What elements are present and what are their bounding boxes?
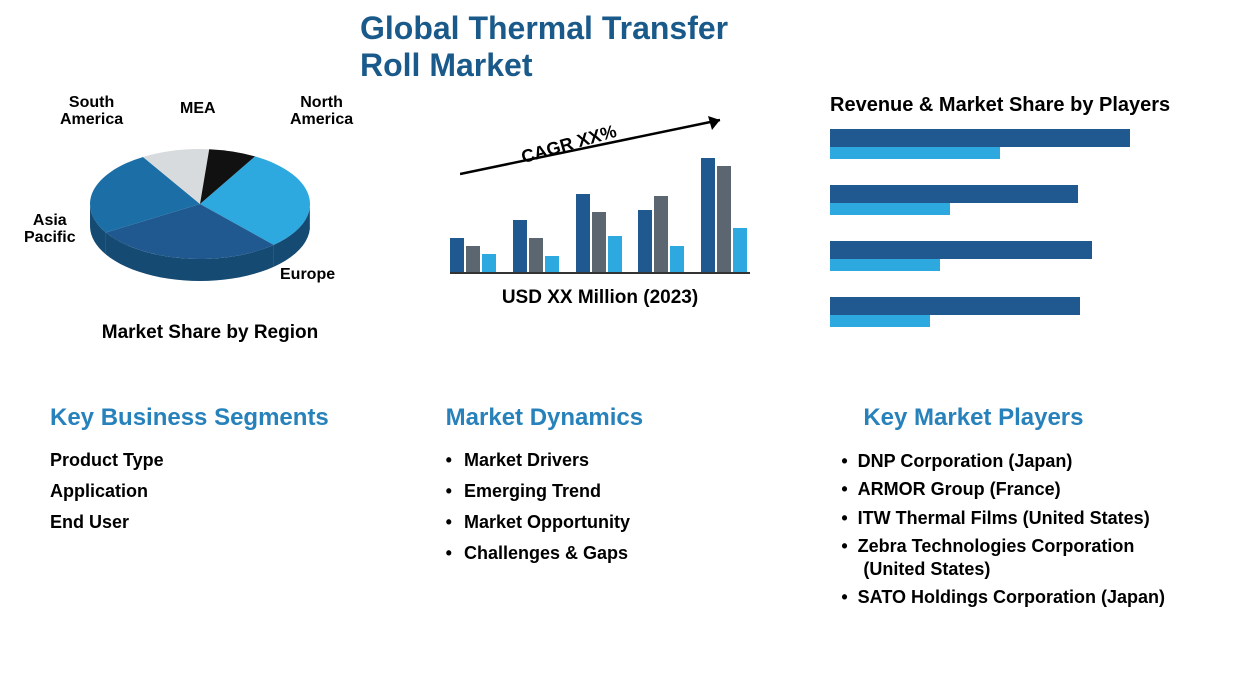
player-bar-bottom — [830, 147, 1000, 159]
bar-group — [450, 238, 499, 272]
segment-item: End User — [50, 512, 396, 533]
bar — [592, 212, 606, 272]
pie-slice-label: NorthAmerica — [290, 94, 353, 129]
title-line2: Roll Market — [360, 47, 532, 83]
bar-group — [638, 196, 687, 272]
bar — [545, 256, 559, 272]
player-bar-bottom — [830, 259, 940, 271]
segment-item: Application — [50, 481, 396, 502]
segment-item: Product Type — [50, 450, 396, 471]
pie-slice-label: MEA — [180, 100, 216, 118]
player-bar-top — [830, 241, 1092, 259]
player-bar-row — [830, 185, 1210, 219]
dynamics-item: Challenges & Gaps — [446, 543, 792, 564]
bar — [654, 196, 668, 272]
bar — [733, 228, 747, 272]
dynamics-item: Market Drivers — [446, 450, 792, 471]
dynamics-item: Market Opportunity — [446, 512, 792, 533]
players-chart-title: Revenue & Market Share by Players — [830, 94, 1210, 117]
players-bars — [830, 129, 1210, 331]
player-bar-top — [830, 185, 1078, 203]
player-bar-row — [830, 129, 1210, 163]
player-item: ARMOR Group (France) — [841, 478, 1187, 501]
bar — [701, 158, 715, 272]
segments-list: Product Type Application End User — [50, 450, 396, 533]
bar-group — [701, 158, 750, 272]
title-line1: Global Thermal Transfer — [360, 10, 728, 46]
players-chart-block: Revenue & Market Share by Players — [830, 94, 1210, 344]
bar — [638, 210, 652, 272]
dynamics-item: Emerging Trend — [446, 481, 792, 502]
page-title: Global Thermal Transfer Roll Market — [360, 10, 1207, 84]
player-item: Zebra Technologies Corporation (United S… — [841, 535, 1187, 580]
pie-chart: NorthAmericaEuropeAsiaPacificSouthAmeric… — [30, 94, 370, 314]
player-bar-row — [830, 241, 1210, 275]
pie-title: Market Share by Region — [30, 322, 390, 344]
bar — [450, 238, 464, 272]
player-bar-top — [830, 297, 1080, 315]
charts-row: NorthAmericaEuropeAsiaPacificSouthAmeric… — [30, 94, 1207, 344]
player-bar-bottom — [830, 315, 930, 327]
bar — [717, 166, 731, 272]
bar-chart-block: CAGR XX% USD XX Million (2023) — [430, 94, 790, 344]
players-title: Key Market Players — [863, 404, 1187, 432]
pie-slice-label: SouthAmerica — [60, 94, 123, 129]
player-bar-row — [830, 297, 1210, 331]
bar-area — [450, 124, 750, 274]
info-row: Key Business Segments Product Type Applic… — [30, 404, 1207, 615]
pie-slice-label: Europe — [280, 266, 335, 284]
bar — [482, 254, 496, 272]
bar — [608, 236, 622, 272]
bar-caption: USD XX Million (2023) — [430, 287, 770, 309]
bar — [670, 246, 684, 272]
pie-chart-block: NorthAmericaEuropeAsiaPacificSouthAmeric… — [30, 94, 390, 344]
dynamics-title: Market Dynamics — [446, 404, 792, 432]
players-list: DNP Corporation (Japan) ARMOR Group (Fran… — [841, 450, 1187, 609]
dynamics-list: Market Drivers Emerging Trend Market Oppor… — [446, 450, 792, 564]
bar — [466, 246, 480, 272]
players-column: Key Market Players DNP Corporation (Japa… — [841, 404, 1187, 615]
player-bar-bottom — [830, 203, 950, 215]
bar-chart: CAGR XX% USD XX Million (2023) — [430, 94, 770, 304]
segments-column: Key Business Segments Product Type Applic… — [50, 404, 396, 615]
bar — [513, 220, 527, 272]
dynamics-column: Market Dynamics Market Drivers Emerging T… — [446, 404, 792, 615]
player-item: SATO Holdings Corporation (Japan) — [841, 586, 1187, 609]
bar-group — [513, 220, 562, 272]
bar — [529, 238, 543, 272]
bar — [576, 194, 590, 272]
player-bar-top — [830, 129, 1130, 147]
segments-title: Key Business Segments — [50, 404, 396, 432]
pie-slice-label: AsiaPacific — [24, 212, 76, 247]
bar-group — [576, 194, 625, 272]
player-item: DNP Corporation (Japan) — [841, 450, 1187, 473]
player-item: ITW Thermal Films (United States) — [841, 507, 1187, 530]
